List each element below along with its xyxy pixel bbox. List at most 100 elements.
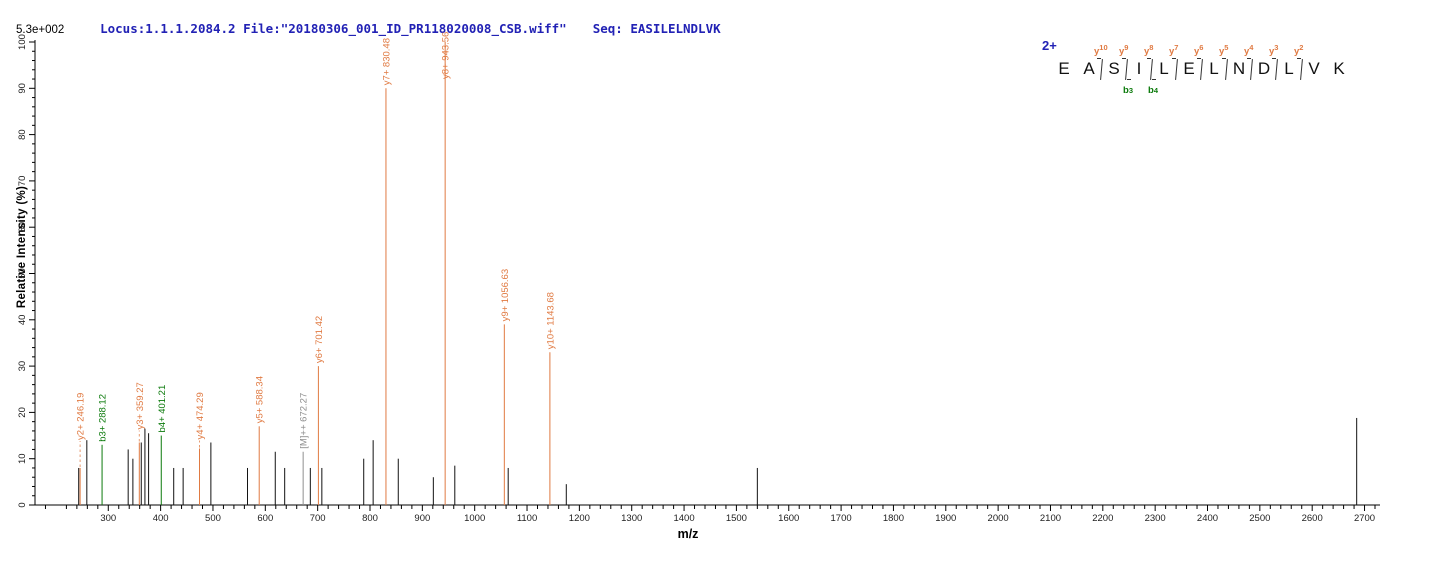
fragment-gap: y9 b3: [1119, 43, 1133, 96]
b-ion-marker-label: b3: [1123, 85, 1133, 96]
fragment-gap: [1322, 56, 1331, 82]
residue: K: [1333, 59, 1345, 78]
y-ion-hook: [1222, 58, 1226, 59]
y-tick-label: 60: [17, 222, 28, 233]
y-ion-hook: [1122, 58, 1126, 59]
y-tick-label: 20: [17, 407, 28, 418]
fragment-gap: y8 b4: [1144, 43, 1158, 96]
peak-label: b4+ 401.21: [157, 385, 168, 433]
y-ion-marker-label: y2: [1294, 43, 1304, 58]
y-tick-label: 10: [17, 453, 28, 464]
x-tick-label: 1500: [726, 513, 747, 524]
fragment-divider: [1225, 58, 1228, 81]
spectrum-header: Locus:1.1.1.2084.2 File:"20180306_001_ID…: [70, 6, 721, 51]
fragment-gap: y4: [1244, 43, 1256, 82]
y-ion-hook: [1297, 58, 1301, 59]
peak-label: y2+ 246.19: [76, 393, 87, 440]
x-tick-label: 1900: [935, 513, 956, 524]
x-tick-label: 1800: [883, 513, 904, 524]
y-tick-label: 0: [17, 502, 28, 507]
y-ion-marker-label: y7: [1169, 43, 1179, 58]
precursor-charge-label: 2+: [1042, 38, 1057, 53]
x-tick-label: 1000: [464, 513, 485, 524]
residue: L: [1209, 59, 1219, 78]
residue: E: [1058, 59, 1070, 78]
peak-label: y9+ 1056.63: [500, 269, 511, 322]
y-ion-hook: [1172, 58, 1176, 59]
peak-label: y3+ 359.27: [135, 382, 146, 429]
residue: L: [1159, 59, 1169, 78]
peak-label: y5+ 588.34: [255, 376, 266, 423]
x-tick-label: 1700: [831, 513, 852, 524]
fragment-divider: [1275, 58, 1278, 81]
peak-label: [M]++ 672.27: [299, 393, 310, 449]
fragment-divider: [1100, 58, 1103, 81]
x-tick-label: 600: [257, 513, 273, 524]
x-tick-label: 900: [414, 513, 430, 524]
fragment-gap: y10: [1094, 43, 1108, 82]
y-tick-label: 90: [17, 83, 28, 94]
absolute-intensity-scale-label: 5.3e+002: [16, 24, 65, 36]
x-tick-label: 2600: [1302, 513, 1323, 524]
fragment-divider: [1125, 58, 1128, 81]
residue: A: [1083, 59, 1095, 78]
peak-label: y6+ 701.42: [314, 316, 325, 363]
fragment-divider: [1200, 58, 1203, 81]
fragment-gap: y2: [1294, 43, 1306, 82]
x-tick-label: 2500: [1249, 513, 1270, 524]
residue: I: [1136, 59, 1142, 78]
y-ion-hook: [1272, 58, 1276, 59]
peak-label: y7+ 830.48: [381, 38, 392, 85]
y-tick-label: 100: [17, 34, 28, 50]
fragment-divider: [1175, 58, 1178, 81]
fragment-gap: y6: [1194, 43, 1206, 82]
y-tick-label: 30: [17, 361, 28, 372]
x-tick-label: 1200: [569, 513, 590, 524]
residue: E: [1183, 59, 1195, 78]
y-ion-hook: [1247, 58, 1251, 59]
peak-label: y4+ 474.29: [195, 392, 206, 439]
residue: S: [1108, 59, 1120, 78]
y-ion-marker-label: y6: [1194, 43, 1204, 58]
x-tick-label: 700: [310, 513, 326, 524]
residue: V: [1308, 59, 1320, 78]
residue: D: [1257, 59, 1271, 78]
y-ion-hook: [1147, 58, 1151, 59]
fragment-divider: [1300, 58, 1303, 81]
x-tick-label: 1100: [517, 513, 537, 524]
fragment-divider: [1250, 58, 1253, 81]
x-tick-label: 400: [153, 513, 169, 524]
b-ion-hook: [1152, 79, 1156, 80]
locus-file-label: Locus:1.1.1.2084.2 File:"20180306_001_ID…: [100, 21, 567, 36]
b-ion-marker-label: b4: [1148, 85, 1158, 96]
fragment-divider: [1150, 58, 1153, 81]
y-ion-marker-label: y3: [1269, 43, 1279, 58]
residue: L: [1284, 59, 1294, 78]
x-tick-label: 2000: [988, 513, 1009, 524]
x-tick-label: 2700: [1354, 513, 1375, 524]
x-tick-label: 300: [100, 513, 116, 524]
y-tick-label: 50: [17, 268, 28, 279]
fragment-gap: y3: [1269, 43, 1281, 82]
x-tick-label: 2200: [1092, 513, 1113, 524]
residue: N: [1232, 59, 1246, 78]
x-tick-label: 1300: [621, 513, 642, 524]
y-ion-marker-label: y8: [1144, 43, 1154, 58]
fragment-gap: y5: [1219, 43, 1231, 82]
peak-label: y8+ 943.56: [441, 32, 452, 79]
x-tick-label: 800: [362, 513, 378, 524]
y-ion-marker-label: y9: [1119, 43, 1129, 58]
x-tick-label: 2400: [1197, 513, 1218, 524]
fragment-gap: y7: [1169, 43, 1181, 82]
peak-label: b3+ 288.12: [98, 394, 109, 442]
y-ion-marker-label: y10: [1094, 43, 1108, 58]
x-tick-label: 1400: [673, 513, 694, 524]
sequence-label: Seq: EASILELNDLVK: [592, 21, 721, 36]
y-ion-hook: [1097, 58, 1101, 59]
y-tick-label: 70: [17, 176, 28, 187]
x-tick-label: 2100: [1040, 513, 1061, 524]
y-ion-hook: [1197, 58, 1201, 59]
